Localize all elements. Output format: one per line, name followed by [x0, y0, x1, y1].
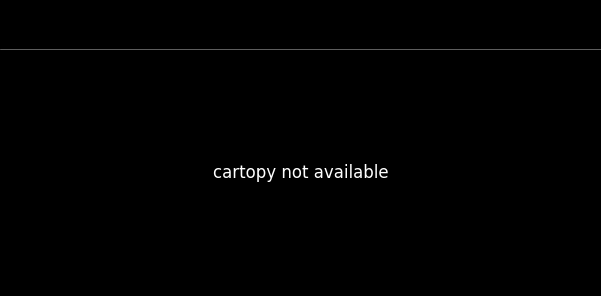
Text: Arrows show the wind wave direction: Arrows show the wind wave direction	[184, 32, 417, 45]
Text: cartopy not available: cartopy not available	[213, 164, 388, 182]
Text: Secondary Swell energy on Thursday 20 Mar at 6pm -03: Secondary Swell energy on Thursday 20 Ma…	[46, 6, 555, 24]
